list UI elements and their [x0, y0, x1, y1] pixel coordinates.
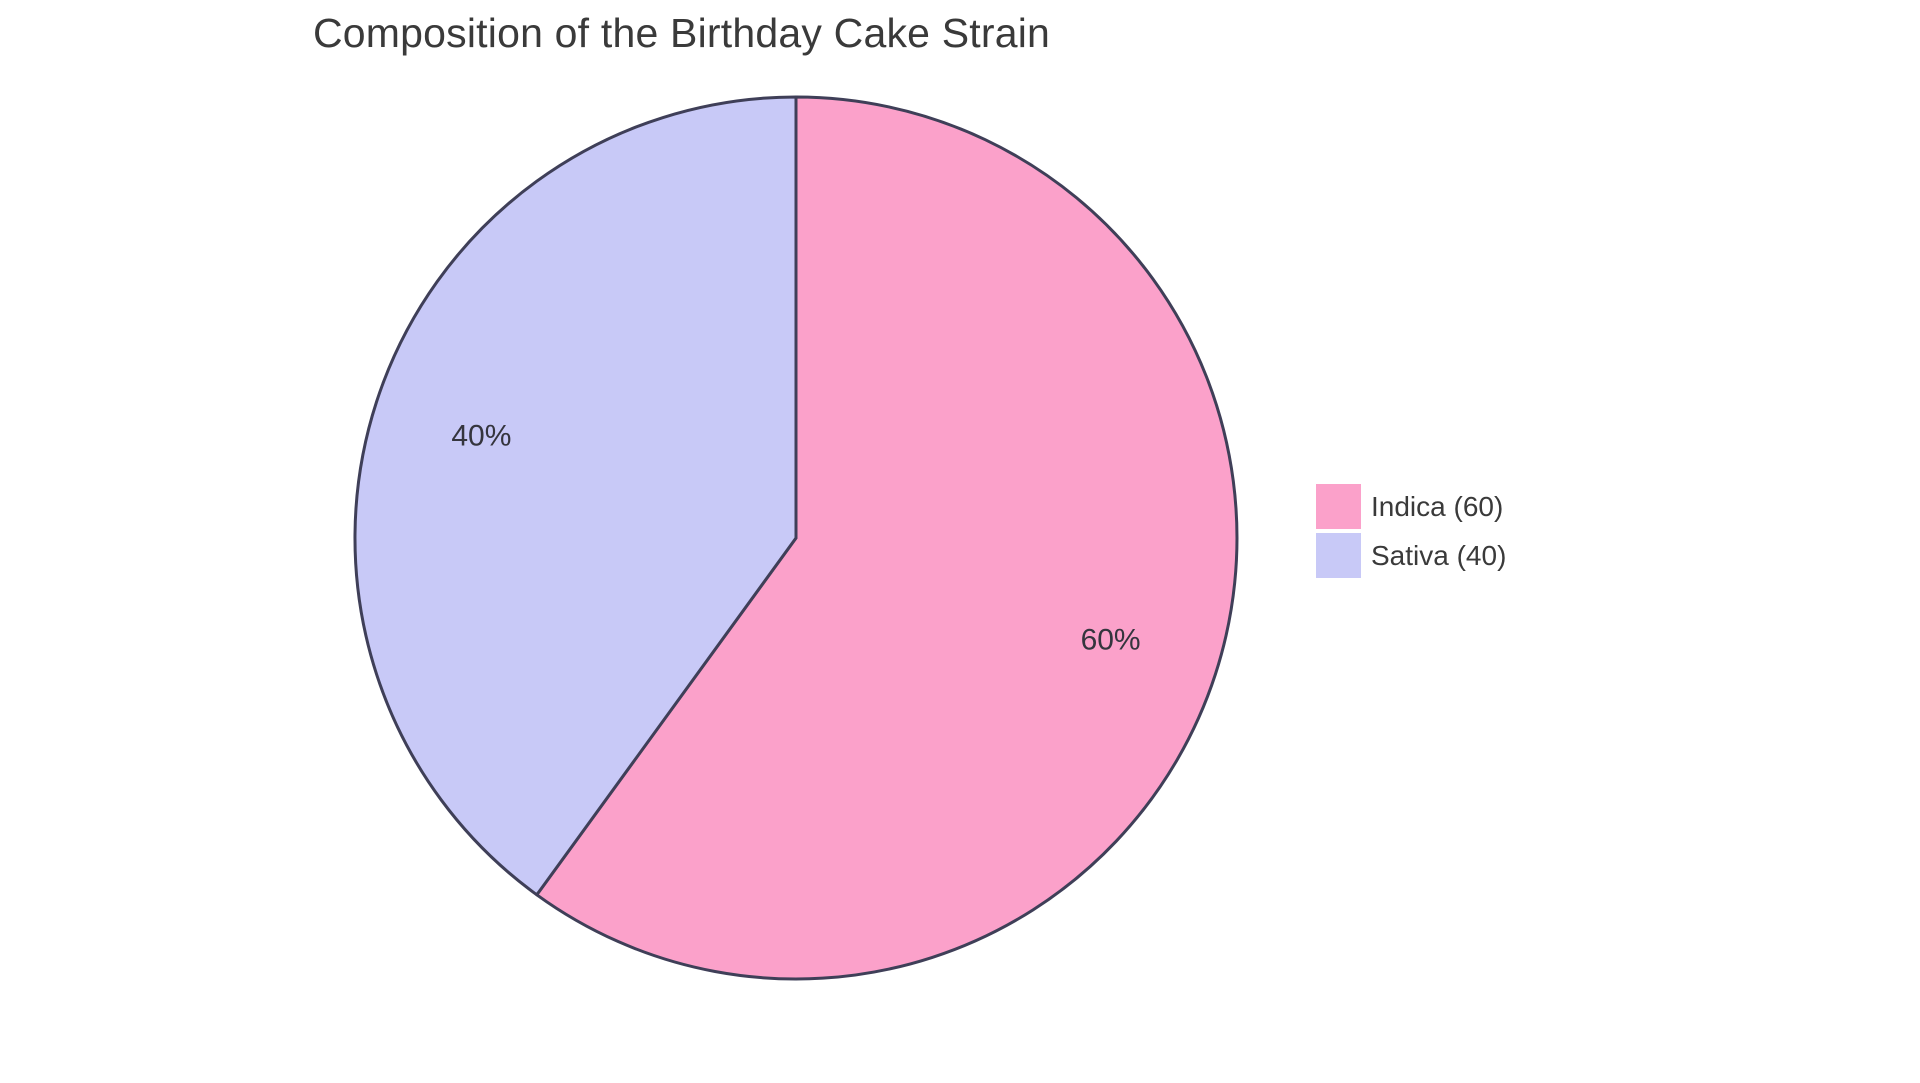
- legend-swatch-indica: [1316, 484, 1361, 529]
- legend-swatch-sativa: [1316, 533, 1361, 578]
- legend-item-indica[interactable]: Indica (60): [1316, 484, 1506, 529]
- slice-label-indica-percent: 60%: [1081, 624, 1141, 657]
- pie-slice-indica[interactable]: [535, 95, 1239, 981]
- chart-title: Composition of the Birthday Cake Strain: [313, 10, 1051, 56]
- legend-label-sativa: Sativa (40): [1371, 539, 1507, 571]
- slice-label-sativa-percent: 40%: [451, 419, 511, 452]
- legend: Indica (60) Sativa (40): [1316, 484, 1506, 578]
- pie-slice-sativa[interactable]: [353, 95, 798, 897]
- legend-item-sativa[interactable]: Sativa (40): [1316, 533, 1506, 578]
- legend-label-indica: Indica (60): [1371, 490, 1504, 522]
